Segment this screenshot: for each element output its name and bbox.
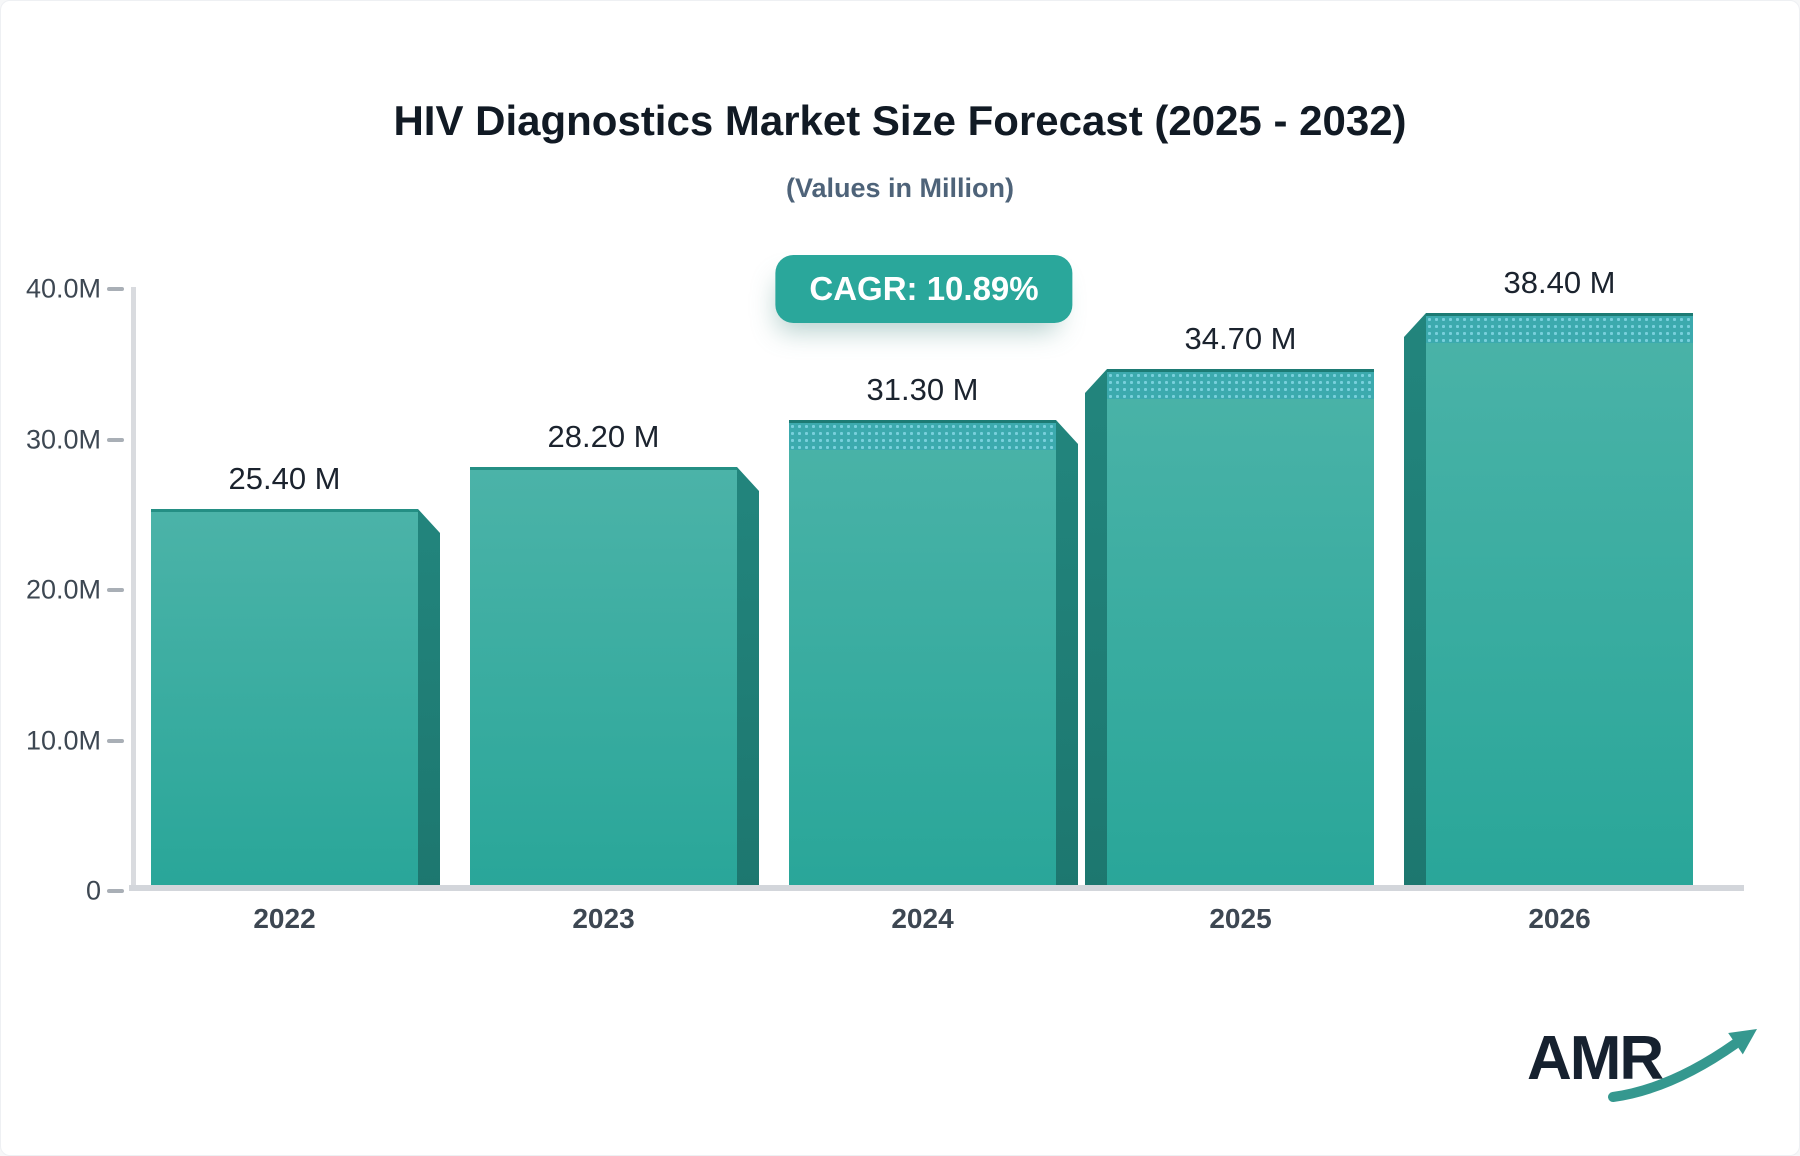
bar-value-label: 31.30 M [866,372,979,407]
bar-3d-side [737,467,759,889]
bar-value-label: 38.40 M [1503,265,1616,300]
y-tick-mark [107,588,124,592]
bar-3d-side [1056,420,1078,889]
bar-cap-band [1426,313,1693,343]
brand-logo-text: AMR [1527,1024,1664,1093]
bar-value-label: 28.20 M [547,419,660,454]
bar-cap-band [1107,369,1374,399]
bar-3d-side [418,509,440,889]
y-tick-label: 10.0M [25,725,101,755]
bar-cap-band [789,420,1056,450]
bar-3d-side [1085,369,1107,889]
cagr-badge: CAGR: 10.89% [775,255,1073,323]
y-tick-label: 30.0M [25,424,101,454]
y-tick-mark [107,889,124,893]
bar-3d-side [1404,313,1426,889]
brand-logo: AMR [1527,1024,1759,1107]
bar-2023 [470,467,737,889]
x-tick-label: 2026 [1528,903,1591,934]
y-tick-label: 40.0M [25,273,101,304]
y-tick-label: 0 [85,875,101,906]
y-tick-label: 20.0M [25,574,101,605]
y-tick-mark [107,738,124,743]
chart-subtitle: (Values in Million) [785,173,1015,203]
bar-2022 [151,509,418,889]
bar-2026 [1426,313,1693,889]
bar-2025 [1107,369,1374,889]
x-tick-label: 2024 [891,903,954,934]
x-axis-baseline [129,885,1744,891]
chart-title: HIV Diagnostics Market Size Forecast (20… [393,97,1407,144]
y-tick-mark [107,437,124,442]
x-tick-label: 2022 [253,903,316,934]
growth-arrow-icon [1608,1029,1757,1102]
bar-2024 [789,420,1056,889]
x-tick-label: 2023 [572,903,635,934]
bar-value-label: 34.70 M [1184,321,1297,356]
x-tick-label: 2025 [1209,903,1272,934]
bar-value-label: 25.40 M [228,461,341,496]
y-axis-line [131,287,136,889]
y-tick-mark [107,287,124,291]
